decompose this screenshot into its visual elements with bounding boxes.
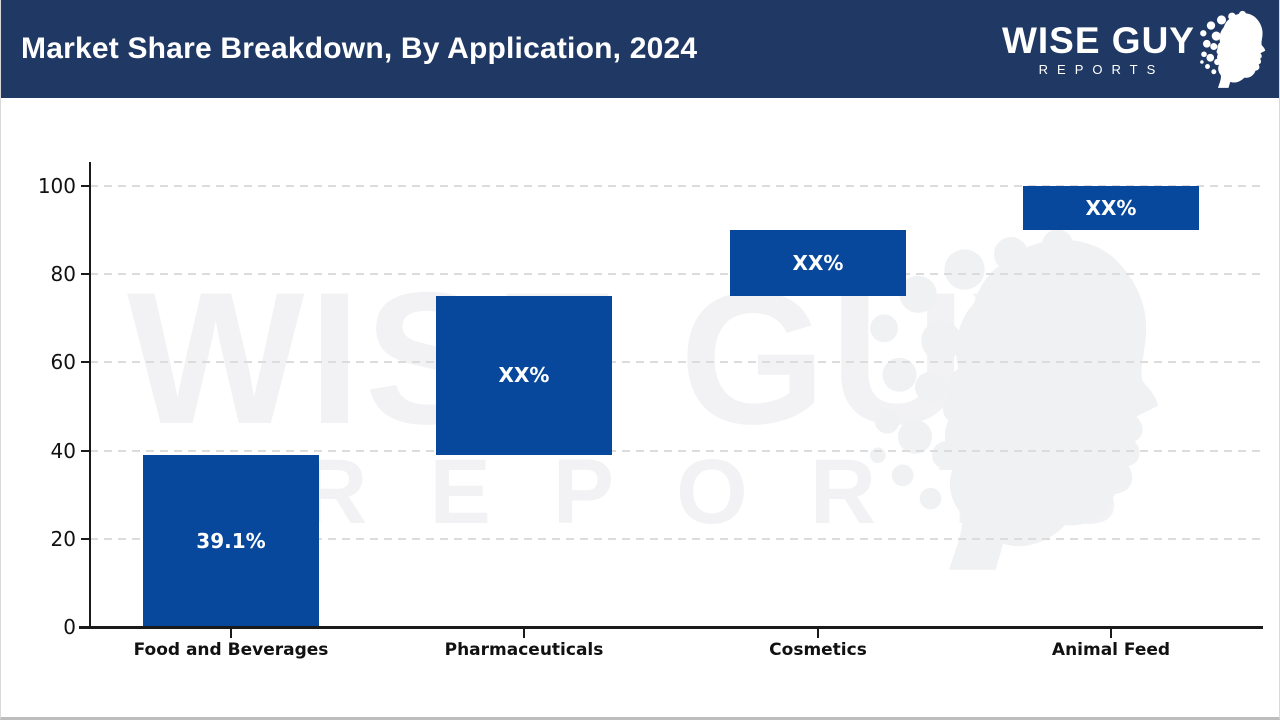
gridline [90,273,1263,276]
y-tick-label: 0 [63,615,76,639]
y-tick-label: 20 [50,526,76,551]
dotted-head-profile-icon [1200,10,1266,88]
watermark-head-profile-icon [870,229,1159,570]
bar-value-label: XX% [1085,196,1137,221]
page-title: Market Share Breakdown, By Application, … [21,32,698,65]
x-tick-mark [1110,629,1112,638]
x-tick-mark [817,629,819,638]
bar-value-label: XX% [498,363,550,388]
header: Market Share Breakdown, By Application, … [1,0,1279,98]
y-tick-label: 80 [50,262,76,287]
gridline [90,185,1263,187]
bar-value-label: 39.1% [196,528,266,553]
x-category-label: Cosmetics [769,640,867,660]
bar-segment [143,454,319,627]
x-category-label: Food and Beverages [133,640,329,660]
x-tick-mark [523,629,525,638]
logo-wordmark-block: WISE GUY REPORTS [1002,22,1195,77]
bar-segment [1023,186,1199,231]
gridline [90,537,1263,540]
logo-subtitle: REPORTS [1038,61,1165,77]
wise-guy-logo: WISE GUY REPORTS [1002,7,1267,91]
x-tick-mark [230,629,232,638]
y-tick-label: 100 [37,174,76,198]
y-tick-mark [81,537,90,540]
x-category-label: Animal Feed [1051,640,1171,660]
y-tick-label: 40 [50,438,76,463]
y-tick-mark [81,361,90,364]
gridline [90,449,1263,452]
y-tick-mark [81,185,90,187]
y-tick-mark [81,273,90,276]
bar-segment [730,230,906,297]
y-tick-label: 60 [50,350,76,375]
x-category-label: Pharmaceuticals [444,640,604,660]
bar-value-label: XX% [792,251,844,276]
logo-wordmark: WISE GUY [1001,19,1195,61]
y-tick-mark [81,626,90,628]
bar-segment [436,296,612,455]
y-axis-line [89,162,91,628]
y-tick-mark [81,449,90,452]
x-axis-line [79,626,1263,629]
gridline [90,361,1263,364]
